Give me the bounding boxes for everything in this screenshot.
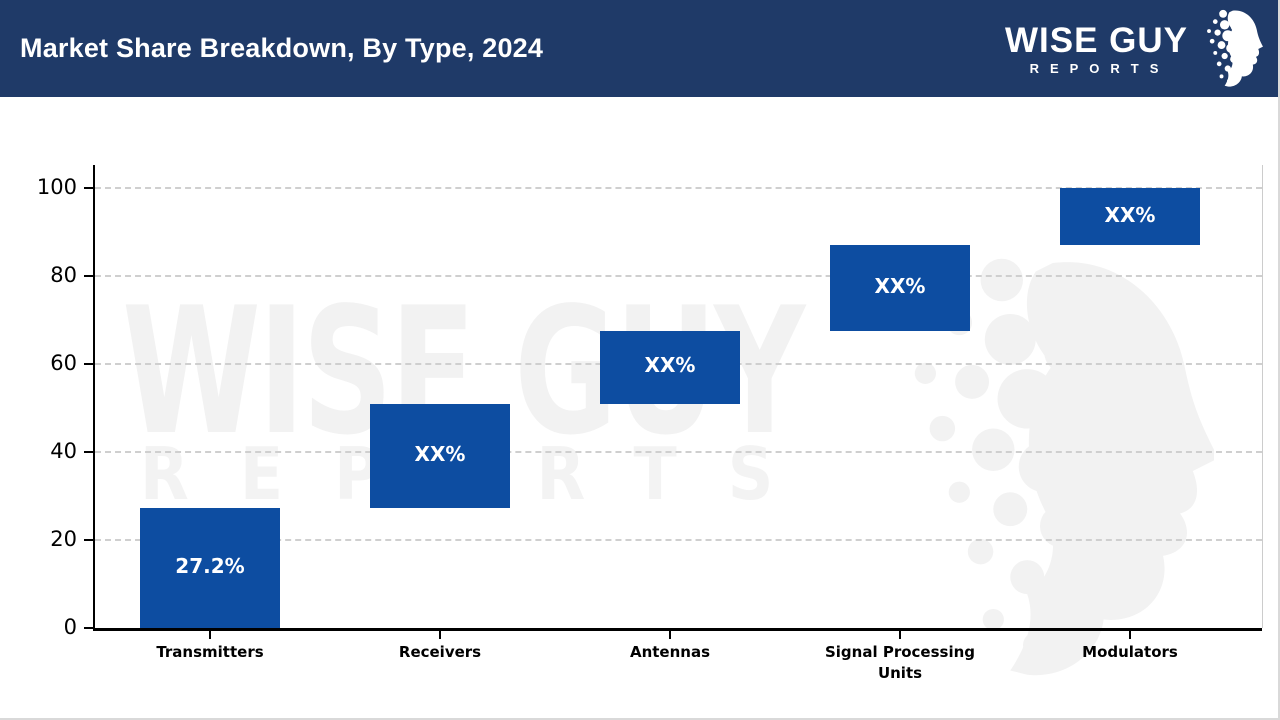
y-tick-80: [84, 275, 93, 277]
y-tick-label-100: 100: [36, 175, 77, 199]
x-category-label: Modulators: [1082, 643, 1178, 661]
x-axis-line: [93, 628, 1262, 631]
bar-value-label: XX%: [874, 274, 926, 299]
gridline-20: [95, 539, 1262, 541]
y-tick-label-60: 60: [50, 351, 77, 375]
page-title: Market Share Breakdown, By Type, 2024: [20, 33, 544, 63]
gridline-100: [95, 187, 1262, 189]
x-tick-3: [899, 631, 901, 639]
right-border-line: [1262, 165, 1263, 628]
bar-transmitters: [140, 508, 280, 628]
bar-value-label: XX%: [414, 441, 466, 466]
x-tick-0: [209, 631, 211, 639]
y-tick-100: [84, 187, 93, 189]
y-tick-0: [84, 627, 93, 629]
brand-subtitle: REPORTS: [1029, 60, 1170, 76]
header-bar: Market Share Breakdown, By Type, 2024 WI…: [0, 0, 1278, 97]
bar-antennas: [600, 331, 740, 404]
x-category-label: Signal Processing Units: [824, 643, 976, 682]
bar-receivers: [370, 403, 510, 509]
bar-value-label: XX%: [1104, 202, 1156, 227]
y-tick-label-80: 80: [50, 263, 77, 287]
x-tick-4: [1129, 631, 1131, 639]
bar-value-label: XX%: [644, 353, 696, 378]
y-tick-label-20: 20: [50, 527, 77, 551]
y-tick-40: [84, 451, 93, 453]
x-category-label: Transmitters: [156, 643, 264, 661]
brand-logo-text: WISE GUY REPORTS: [1005, 23, 1188, 75]
brand-name: WISE GUY: [1004, 20, 1188, 60]
bar-signal-processing-units: [830, 245, 970, 331]
y-tick-label-0: 0: [63, 615, 77, 639]
y-tick-20: [84, 539, 93, 541]
bar-value-label: 27.2%: [175, 554, 245, 579]
x-tick-1: [439, 631, 441, 639]
gridline-80: [95, 275, 1262, 277]
gridline-40: [95, 451, 1262, 453]
brand-head-icon: [1207, 9, 1263, 87]
waterfall-chart: 0 20 40 60 80 100 27.2% Transmitters XX% Receiver…: [0, 97, 1278, 720]
x-category-label: Receivers: [398, 643, 482, 661]
bar-modulators: [1060, 188, 1200, 246]
y-tick-label-40: 40: [50, 439, 77, 463]
y-tick-60: [84, 363, 93, 365]
x-tick-2: [669, 631, 671, 639]
x-category-label: Antennas: [629, 643, 711, 661]
brand-logo: WISE GUY REPORTS: [1005, 6, 1264, 92]
y-axis-line: [93, 165, 95, 630]
